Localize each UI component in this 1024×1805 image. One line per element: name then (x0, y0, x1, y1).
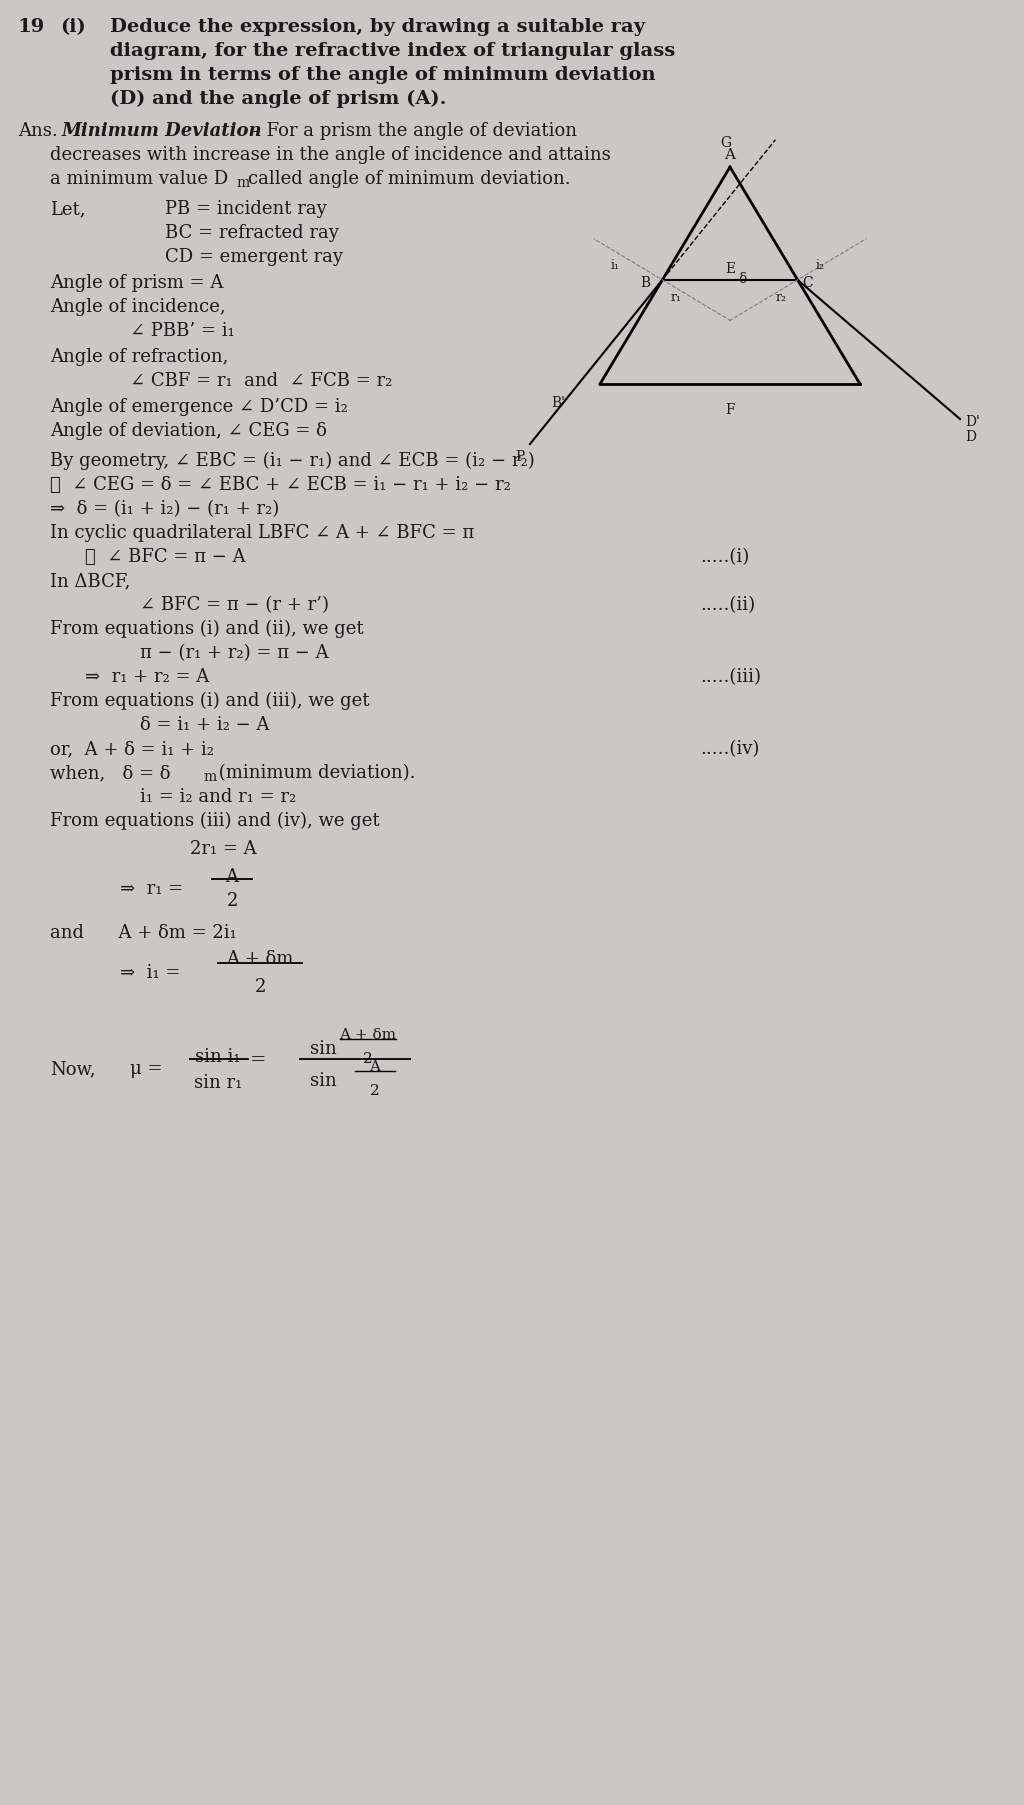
Text: From equations (i) and (iii), we get: From equations (i) and (iii), we get (50, 691, 370, 709)
Text: Angle of emergence ∠ D’CD = i₂: Angle of emergence ∠ D’CD = i₂ (50, 397, 348, 415)
Text: m: m (203, 769, 216, 783)
Text: ⇒  i₁ =: ⇒ i₁ = (120, 964, 180, 982)
Text: sin: sin (310, 1040, 337, 1058)
Text: prism in terms of the angle of minimum deviation: prism in terms of the angle of minimum d… (110, 67, 655, 85)
Text: C: C (803, 276, 813, 289)
Text: sin: sin (310, 1072, 337, 1090)
Text: i₁ = i₂ and r₁ = r₂: i₁ = i₂ and r₁ = r₂ (140, 787, 296, 805)
Text: .....(iv): .....(iv) (700, 740, 760, 758)
Text: 2r₁ = A: 2r₁ = A (190, 839, 257, 857)
Text: π − (r₁ + r₂) = π − A: π − (r₁ + r₂) = π − A (140, 644, 329, 662)
Text: 2: 2 (364, 1052, 373, 1065)
Text: m: m (236, 175, 249, 190)
Text: In cyclic quadrilateral LBFC ∠ A + ∠ BFC = π: In cyclic quadrilateral LBFC ∠ A + ∠ BFC… (50, 523, 474, 542)
Text: ∴  ∠ CEG = δ = ∠ EBC + ∠ ECB = i₁ − r₁ + i₂ − r₂: ∴ ∠ CEG = δ = ∠ EBC + ∠ ECB = i₁ − r₁ + … (50, 477, 511, 495)
Text: μ =: μ = (106, 1060, 163, 1078)
Text: diagram, for the refractive index of triangular glass: diagram, for the refractive index of tri… (110, 42, 675, 60)
Text: ∠ CBF = r₁  and  ∠ FCB = r₂: ∠ CBF = r₁ and ∠ FCB = r₂ (130, 372, 392, 390)
Text: Ans.: Ans. (18, 123, 57, 141)
Text: Angle of prism = A: Angle of prism = A (50, 274, 223, 292)
Text: 2: 2 (226, 892, 238, 910)
Text: .....(i): .....(i) (700, 547, 750, 565)
Text: Deduce the expression, by drawing a suitable ray: Deduce the expression, by drawing a suit… (110, 18, 645, 36)
Text: ⇒  r₁ + r₂ = A: ⇒ r₁ + r₂ = A (85, 668, 209, 686)
Text: CD = emergent ray: CD = emergent ray (165, 247, 343, 265)
Text: sin i₁: sin i₁ (196, 1047, 241, 1065)
Text: .....(iii): .....(iii) (700, 668, 761, 686)
Text: δ = i₁ + i₂ − A: δ = i₁ + i₂ − A (140, 715, 269, 733)
Text: 2: 2 (254, 978, 265, 995)
Text: A: A (225, 868, 239, 886)
Text: – For a prism the angle of deviation: – For a prism the angle of deviation (252, 123, 577, 141)
Text: A: A (370, 1060, 381, 1074)
Text: or,  A + δ = i₁ + i₂: or, A + δ = i₁ + i₂ (50, 740, 214, 758)
Text: Angle of refraction,: Angle of refraction, (50, 348, 228, 366)
Text: E: E (725, 262, 735, 276)
Text: From equations (iii) and (iv), we get: From equations (iii) and (iv), we get (50, 812, 380, 830)
Text: sin r₁: sin r₁ (194, 1074, 242, 1092)
Text: called angle of minimum deviation.: called angle of minimum deviation. (248, 170, 570, 188)
Text: PB = incident ray: PB = incident ray (165, 200, 327, 218)
Text: By geometry, ∠ EBC = (i₁ − r₁) and ∠ ECB = (i₂ − r₂): By geometry, ∠ EBC = (i₁ − r₁) and ∠ ECB… (50, 451, 535, 469)
Text: and      A + δm = 2i₁: and A + δm = 2i₁ (50, 924, 237, 942)
Text: A: A (725, 148, 735, 162)
Text: From equations (i) and (ii), we get: From equations (i) and (ii), we get (50, 619, 364, 637)
Text: ⇒  r₁ =: ⇒ r₁ = (120, 879, 183, 897)
Text: (D) and the angle of prism (A).: (D) and the angle of prism (A). (110, 90, 446, 108)
Text: r₂: r₂ (775, 291, 786, 303)
Text: 2: 2 (370, 1083, 380, 1097)
Text: G: G (721, 135, 731, 150)
Text: Angle of deviation, ∠ CEG = δ: Angle of deviation, ∠ CEG = δ (50, 422, 327, 440)
Text: Minimum Deviation: Minimum Deviation (62, 123, 262, 141)
Text: (i): (i) (60, 18, 86, 36)
Text: ∠ PBB’ = i₁: ∠ PBB’ = i₁ (130, 321, 234, 339)
Text: i₁: i₁ (610, 258, 620, 273)
Text: D: D (965, 430, 976, 444)
Text: BC = refracted ray: BC = refracted ray (165, 224, 339, 242)
Text: a minimum value D: a minimum value D (50, 170, 228, 188)
Text: ⇒  δ = (i₁ + i₂) − (r₁ + r₂): ⇒ δ = (i₁ + i₂) − (r₁ + r₂) (50, 500, 280, 518)
Text: .....(ii): .....(ii) (700, 596, 755, 614)
Text: =: = (250, 1051, 266, 1069)
Text: r₁: r₁ (671, 291, 681, 303)
Text: B': B' (552, 395, 565, 410)
Text: decreases with increase in the angle of incidence and attains: decreases with increase in the angle of … (50, 146, 610, 164)
Text: F: F (725, 403, 735, 417)
Text: P: P (515, 449, 524, 464)
Text: δ: δ (738, 273, 746, 285)
Text: (minimum deviation).: (minimum deviation). (213, 764, 416, 782)
Text: when,   δ = δ: when, δ = δ (50, 764, 171, 782)
Text: ∴  ∠ BFC = π − A: ∴ ∠ BFC = π − A (85, 547, 246, 565)
Text: 19: 19 (18, 18, 45, 36)
Text: A + δm: A + δm (340, 1027, 396, 1041)
Text: Now,: Now, (50, 1060, 95, 1078)
Text: A + δm: A + δm (226, 949, 294, 967)
Text: Let,: Let, (50, 200, 85, 218)
Text: i₂: i₂ (815, 258, 824, 273)
Text: B: B (640, 276, 650, 289)
Text: Angle of incidence,: Angle of incidence, (50, 298, 225, 316)
Text: In ΔBCF,: In ΔBCF, (50, 572, 130, 590)
Text: D': D' (965, 415, 980, 430)
Text: ∠ BFC = π − (r + r’): ∠ BFC = π − (r + r’) (140, 596, 329, 614)
